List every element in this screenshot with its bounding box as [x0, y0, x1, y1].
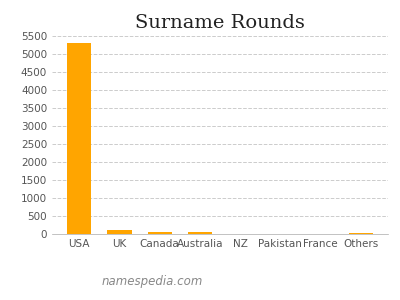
Bar	[349, 233, 373, 234]
Bar	[67, 43, 91, 234]
Bar	[108, 230, 132, 234]
Bar	[148, 232, 172, 234]
Title: Surname Rounds: Surname Rounds	[135, 14, 305, 32]
Bar	[188, 232, 212, 234]
Text: namespedia.com: namespedia.com	[101, 275, 203, 288]
